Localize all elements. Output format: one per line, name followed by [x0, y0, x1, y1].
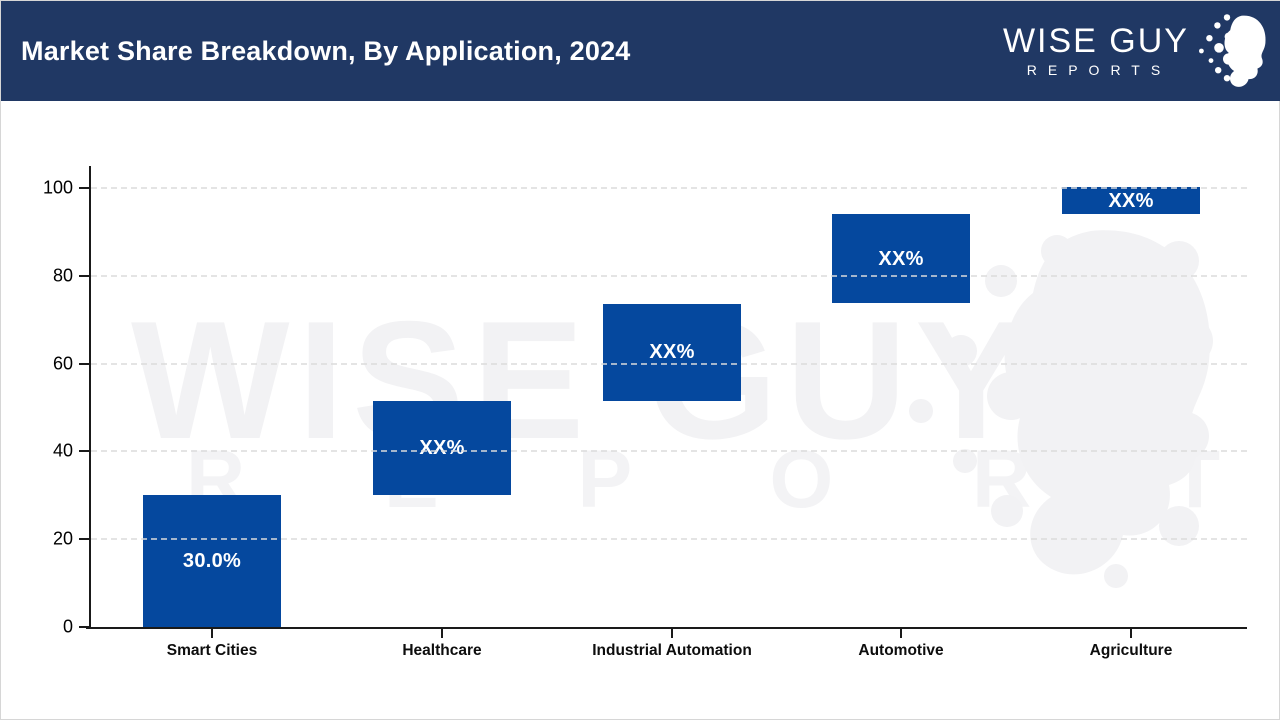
page-title: Market Share Breakdown, By Application, …	[21, 35, 631, 66]
x-tick-mark	[671, 629, 673, 638]
y-tick-label: 60	[52, 353, 73, 374]
y-tick-label: 100	[42, 177, 73, 198]
y-tick-mark	[79, 187, 89, 189]
bar-smart-cities: 30.0%	[143, 495, 281, 627]
bar-value-label: XX%	[1108, 189, 1154, 212]
x-axis-label: Automotive	[858, 642, 944, 659]
brand-subname: REPORTS	[1026, 61, 1172, 78]
grid-line	[91, 274, 1247, 277]
brand-name: WISE GUY	[1002, 22, 1189, 61]
header: Market Share Breakdown, By Application, …	[1, 1, 1280, 101]
watermark-text-primary: WISE GUY	[131, 286, 1036, 474]
x-tick-mark	[211, 629, 213, 638]
bar-agriculture: XX%	[1062, 186, 1200, 215]
x-axis-label: Smart Cities	[166, 642, 258, 659]
x-axis-line	[86, 627, 1247, 629]
grid-line	[91, 362, 1247, 365]
bar-industrial-automation: XX%	[603, 303, 741, 401]
bar-value-label: XX%	[878, 247, 924, 270]
brand-logo-text: WISE GUY REPORTS	[1002, 22, 1189, 78]
x-axis-label: Industrial Automation	[592, 642, 752, 659]
bar-value-label: XX%	[649, 341, 695, 364]
x-tick-mark	[900, 629, 902, 638]
grid-line	[91, 187, 1247, 189]
brand-face-icon	[1199, 14, 1266, 87]
y-tick-mark	[79, 362, 89, 365]
bar-value-label: XX%	[419, 437, 465, 460]
y-tick-mark	[79, 626, 89, 628]
bar-healthcare: XX%	[373, 401, 511, 496]
bar-value-label: 30.0%	[182, 550, 242, 573]
y-tick-label: 0	[62, 616, 73, 637]
y-tick-label: 80	[52, 265, 73, 286]
watermark-face-icon	[909, 230, 1213, 588]
x-axis-label: Healthcare	[402, 642, 482, 659]
y-tick-label: 40	[52, 440, 73, 461]
y-tick-mark	[79, 274, 89, 277]
bar-automotive: XX%	[832, 214, 970, 304]
market-share-chart: 30.0% Smart Cities XX% Healthcare XX% Industr…	[1, 101, 1280, 720]
x-axis-label: Agriculture	[1089, 642, 1173, 659]
brand-logo: WISE GUY REPORTS	[1003, 1, 1267, 101]
x-tick-mark	[441, 629, 443, 638]
y-tick-label: 20	[52, 528, 73, 549]
x-tick-mark	[1130, 629, 1132, 638]
y-tick-mark	[79, 450, 89, 453]
grid-line	[91, 450, 1247, 453]
y-axis-line	[89, 166, 91, 628]
grid-line	[91, 538, 1247, 541]
y-tick-mark	[79, 538, 89, 541]
